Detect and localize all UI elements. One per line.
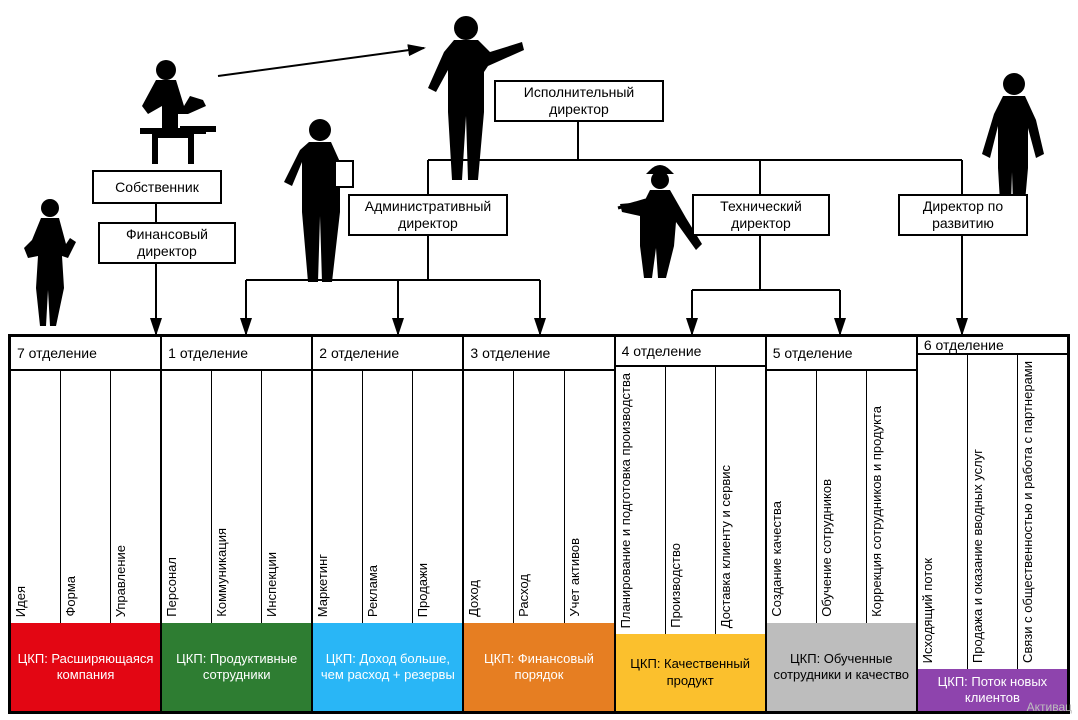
- department-sub: Маркетинг: [313, 371, 363, 623]
- department-sub: Доставка клиенту и сервис: [716, 367, 765, 634]
- watermark-text: Активац: [1027, 700, 1072, 714]
- department-header: 4 отделение: [616, 337, 765, 367]
- department-subs: Планирование и подготовка производства Пр…: [616, 367, 765, 634]
- org-chart-canvas: Собственник Финансовый директор Исполнител…: [0, 0, 1078, 720]
- department-sub: Персонал: [162, 371, 212, 623]
- department-subs: Персонал Коммуникация Инспекции: [162, 371, 311, 623]
- department-footer: ЦКП: Качественный продукт: [616, 634, 765, 711]
- department-sub-label: Форма: [64, 576, 78, 617]
- department-2: 2 отделение Маркетинг Реклама Продажи ЦКП: Д…: [313, 337, 464, 711]
- department-sub-label: Коммуникация: [215, 528, 229, 617]
- department-sub-label: Маркетинг: [316, 554, 330, 617]
- department-subs: Исходящий поток Продажа и оказание вводны…: [918, 355, 1067, 669]
- department-sub: Планирование и подготовка производства: [616, 367, 666, 634]
- department-sub: Расход: [514, 371, 564, 623]
- department-1: 1 отделение Персонал Коммуникация Инспекции…: [162, 337, 313, 711]
- department-sub: Продажа и оказание вводных услуг: [968, 355, 1018, 669]
- department-6: 6 отделение Исходящий поток Продажа и оказ…: [918, 337, 1067, 711]
- admin-man-icon: [278, 116, 358, 284]
- department-sub: Реклама: [363, 371, 413, 623]
- department-header: 5 отделение: [767, 337, 916, 371]
- department-subs: Создание качества Обучение сотрудников Кор…: [767, 371, 916, 623]
- department-sub: Идея: [11, 371, 61, 623]
- woman-icon: [22, 196, 78, 328]
- department-sub-label: Обучение сотрудников: [820, 479, 834, 617]
- department-sub: Форма: [61, 371, 111, 623]
- department-sub: Учет активов: [565, 371, 614, 623]
- department-header: 1 отделение: [162, 337, 311, 371]
- department-sub: Управление: [111, 371, 160, 623]
- department-subs: Идея Форма Управление: [11, 371, 160, 623]
- department-sub-label: Доставка клиенту и сервис: [719, 465, 733, 628]
- department-subs: Доход Расход Учет активов: [464, 371, 613, 623]
- dev-director-box: Директор по развитию: [898, 194, 1028, 236]
- department-header: 7 отделение: [11, 337, 160, 371]
- department-sub: Производство: [666, 367, 716, 634]
- department-sub: Коммуникация: [212, 371, 262, 623]
- department-sub-label: Коррекция сотрудников и продукта: [870, 406, 884, 617]
- department-footer: ЦКП: Доход больше, чем расход + резервы: [313, 623, 462, 711]
- department-sub: Продажи: [413, 371, 462, 623]
- department-sub-label: Учет активов: [568, 538, 582, 617]
- department-header: 2 отделение: [313, 337, 462, 371]
- department-sub-label: Исходящий поток: [921, 558, 935, 663]
- department-5: 5 отделение Создание качества Обучение сот…: [767, 337, 918, 711]
- department-sub: Доход: [464, 371, 514, 623]
- department-footer: ЦКП: Обученные сотрудники и качество: [767, 623, 916, 711]
- department-sub-label: Продажи: [416, 563, 430, 617]
- department-sub-label: Производство: [669, 543, 683, 628]
- department-sub: Обучение сотрудников: [817, 371, 867, 623]
- department-sub-label: Управление: [114, 545, 128, 617]
- admin-director-box: Административный директор: [348, 194, 508, 236]
- department-sub: Создание качества: [767, 371, 817, 623]
- department-footer: ЦКП: Финансовый порядок: [464, 623, 613, 711]
- department-sub: Коррекция сотрудников и продукта: [867, 371, 916, 623]
- department-header: 3 отделение: [464, 337, 613, 371]
- department-3: 3 отделение Доход Расход Учет активов ЦКП: Ф…: [464, 337, 615, 711]
- department-sub-label: Продажа и оказание вводных услуг: [971, 449, 985, 663]
- department-sub-label: Создание качества: [770, 501, 784, 617]
- department-0: 7 отделение Идея Форма Управление ЦКП: Расши…: [11, 337, 162, 711]
- executive-director-box: Исполнительный директор: [494, 80, 664, 122]
- departments-table: 7 отделение Идея Форма Управление ЦКП: Расши…: [8, 334, 1070, 714]
- department-sub-label: Связи с общественностью и работа с партн…: [1021, 361, 1035, 663]
- department-header: 6 отделение: [918, 337, 1067, 355]
- department-sub-label: Инспекции: [265, 552, 279, 617]
- finance-director-box: Финансовый директор: [98, 222, 236, 264]
- department-sub: Связи с общественностью и работа с партн…: [1018, 355, 1067, 669]
- department-sub-label: Персонал: [165, 557, 179, 617]
- department-footer: ЦКП: Продуктивные сотрудники: [162, 623, 311, 711]
- department-4: 4 отделениеПланирование и подготовка про…: [616, 337, 767, 711]
- department-subs: Маркетинг Реклама Продажи: [313, 371, 462, 623]
- department-sub-label: Доход: [467, 580, 481, 617]
- owner-sitting-icon: [118, 56, 218, 166]
- owner-box: Собственник: [92, 170, 222, 204]
- department-sub: Исходящий поток: [918, 355, 968, 669]
- department-sub: Инспекции: [262, 371, 311, 623]
- department-sub-label: Планирование и подготовка производства: [619, 373, 633, 628]
- department-footer: ЦКП: Расширяющаяся компания: [11, 623, 160, 711]
- tech-director-box: Технический директор: [692, 194, 830, 236]
- department-sub-label: Идея: [14, 586, 28, 617]
- department-sub-label: Реклама: [366, 565, 380, 617]
- department-sub-label: Расход: [517, 574, 531, 617]
